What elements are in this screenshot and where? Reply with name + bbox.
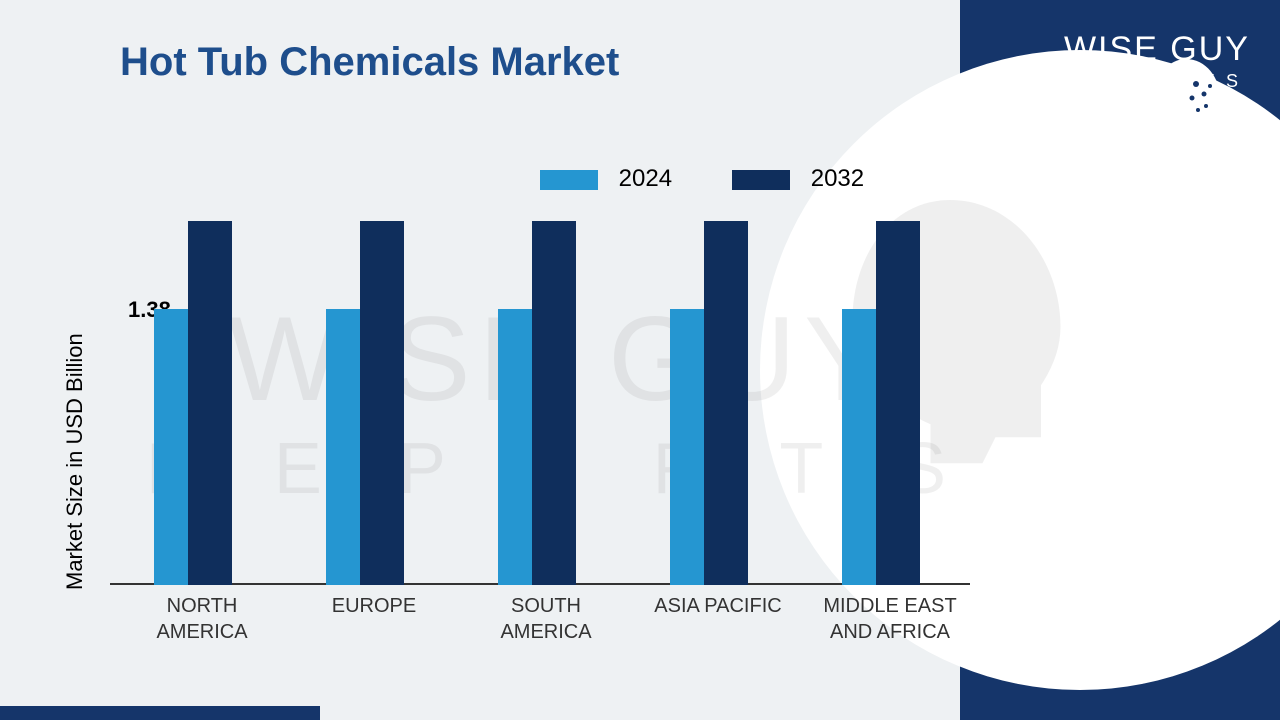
chart-title: Hot Tub Chemicals Market — [120, 40, 619, 85]
x-category-label: NORTH AMERICA — [122, 585, 282, 645]
legend-swatch-2032 — [732, 170, 790, 190]
bar-2032 — [704, 221, 748, 585]
legend-item-2032: 2032 — [732, 165, 864, 193]
legend-label-2032: 2032 — [811, 165, 864, 192]
x-category-label: ASIA PACIFIC — [638, 585, 798, 619]
legend-label-2024: 2024 — [619, 165, 672, 192]
legend-item-2024: 2024 — [540, 165, 672, 193]
bar-2032 — [532, 221, 576, 585]
bottom-stripe — [0, 706, 320, 720]
bar-2032 — [188, 221, 232, 585]
bar-2032 — [876, 221, 920, 585]
plot-area: NORTH AMERICAEUROPESOUTH AMERICAASIA PAC… — [110, 205, 970, 585]
x-category-label: MIDDLE EAST AND AFRICA — [810, 585, 970, 645]
head-icon — [1146, 54, 1226, 144]
bar-2032 — [360, 221, 404, 585]
chart-canvas: WISE GUY REPORTS WISE GUY R E P O R T S … — [0, 0, 1280, 720]
brand-logo: WISE GUY REPORTS — [1064, 30, 1250, 92]
y-axis-label: Market Size in USD Billion — [62, 333, 88, 590]
chart-legend: 2024 2032 — [540, 165, 864, 193]
x-category-label: EUROPE — [294, 585, 454, 619]
legend-swatch-2024 — [540, 170, 598, 190]
x-category-label: SOUTH AMERICA — [466, 585, 626, 645]
